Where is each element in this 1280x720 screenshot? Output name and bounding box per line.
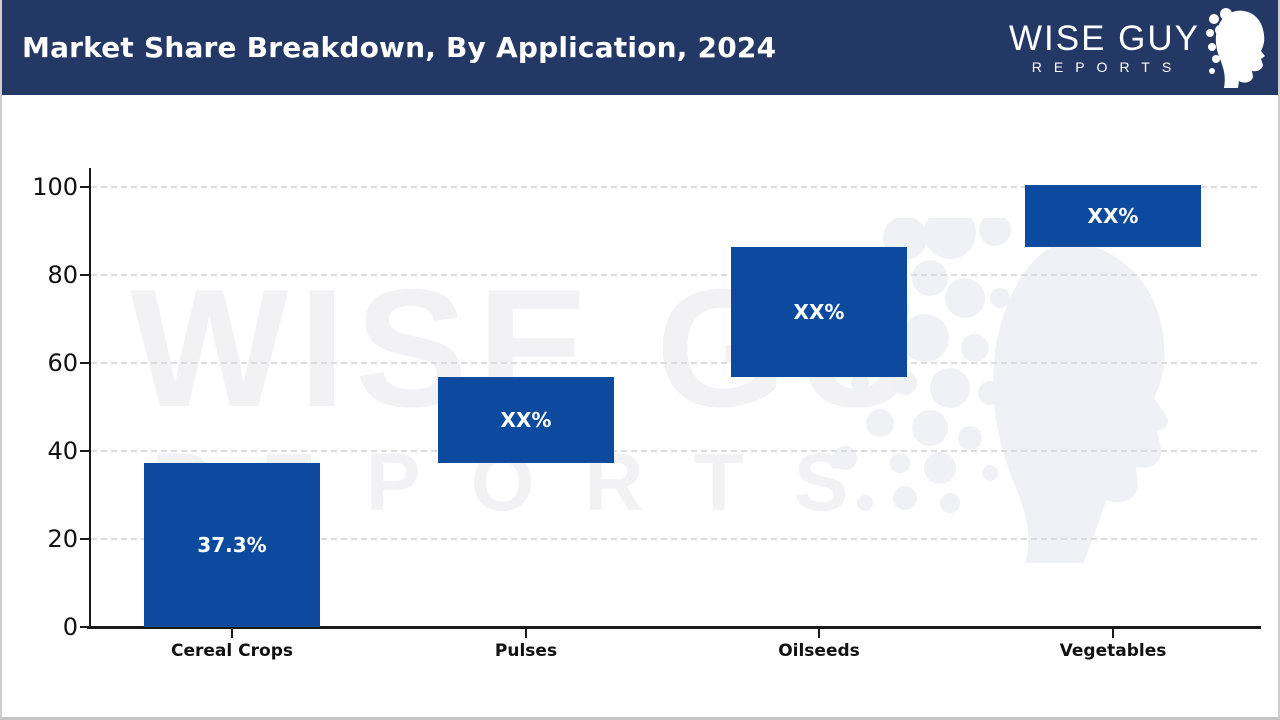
category-label-pulses: Pulses [494, 641, 558, 661]
bar-pulses: XX% [438, 377, 614, 463]
category-label-oilseeds: Oilseeds [778, 641, 860, 661]
y-tick-label-40: 40 [47, 437, 78, 465]
x-tick-mark-pulses [525, 629, 527, 638]
bar-value-label-cereal-crops: 37.3% [197, 532, 267, 557]
gridline-80 [91, 274, 1257, 276]
gridline-20 [91, 538, 1257, 540]
brand-head-icon [1206, 7, 1265, 88]
chart-title: Market Share Breakdown, By Application, … [22, 31, 777, 64]
y-axis-line [89, 168, 91, 629]
y-tick-mark-40 [80, 450, 89, 452]
bar-value-label-oilseeds: XX% [793, 299, 845, 324]
category-label-vegetables: Vegetables [1059, 641, 1167, 661]
y-tick-mark-20 [80, 538, 89, 540]
x-tick-mark-vegetables [1112, 629, 1114, 638]
brand-logo-text: WISE GUY REPORTS [1008, 18, 1200, 75]
gridline-60 [91, 362, 1257, 364]
x-axis-line [87, 626, 1261, 629]
y-tick-mark-80 [80, 274, 89, 276]
bar-value-label-vegetables: XX% [1087, 203, 1139, 228]
gridline-40 [91, 450, 1257, 452]
y-tick-mark-60 [80, 362, 89, 364]
y-tick-mark-100 [80, 186, 89, 188]
y-tick-label-60: 60 [47, 349, 78, 377]
x-tick-mark-oilseeds [818, 629, 820, 638]
brand-name: WISE GUY [1008, 18, 1200, 58]
y-tick-label-100: 100 [32, 173, 78, 201]
bar-cereal-crops: 37.3% [144, 462, 320, 627]
brand-logo: WISE GUY REPORTS [1009, 7, 1268, 89]
y-tick-label-20: 20 [47, 525, 78, 553]
gridline-100 [91, 186, 1257, 188]
bar-vegetables: XX% [1025, 184, 1201, 247]
category-label-cereal-crops: Cereal Crops [171, 641, 293, 661]
y-tick-label-80: 80 [47, 261, 78, 289]
y-tick-mark-0 [80, 626, 89, 628]
y-tick-label-0: 0 [62, 613, 78, 641]
x-tick-mark-cereal-crops [231, 629, 233, 638]
brand-subname: REPORTS [1031, 58, 1184, 75]
header-bar: Market Share Breakdown, By Application, … [2, 0, 1278, 95]
bar-oilseeds: XX% [731, 246, 907, 378]
bar-value-label-pulses: XX% [500, 407, 552, 432]
